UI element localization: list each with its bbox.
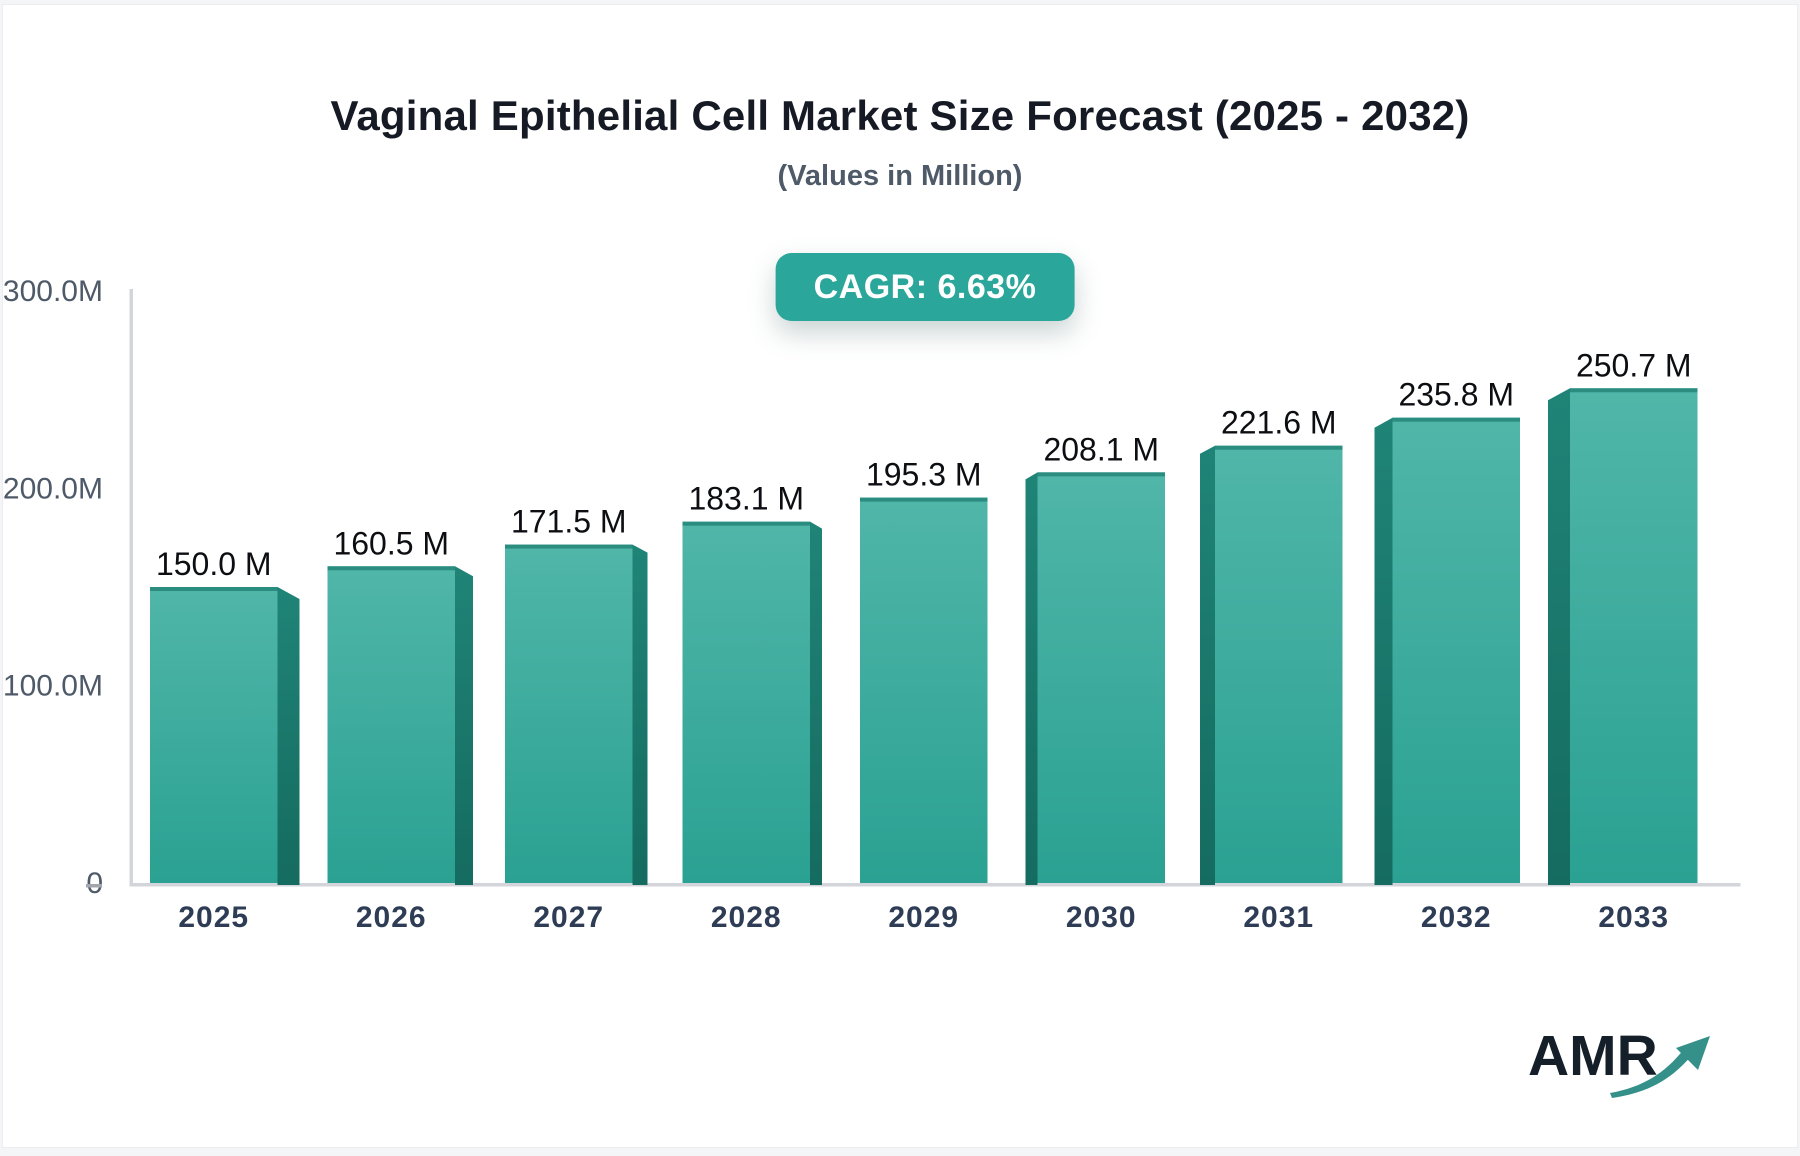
bar-2032: 235.8 M 2032 [1374,377,1520,934]
x-axis-tick-label: 2025 [178,901,249,934]
x-axis-tick-label: 2026 [356,901,427,934]
x-axis-line [129,883,1741,887]
growth-arrow-icon [1610,1036,1710,1098]
bar-value-label: 171.5 M [511,504,627,540]
bar-top-edge [1392,417,1520,422]
bar-top-edge [327,566,455,571]
bar-face [150,587,278,883]
bar-top-edge [150,587,278,591]
bar-face [1392,417,1520,883]
bar-bevel [1374,417,1393,885]
bar-face [327,566,455,883]
x-axis-tick-label: 2029 [888,901,959,934]
bar-bevel [810,521,822,885]
cagr-badge-label: CAGR: 6.63% [813,267,1037,306]
bar-2025: 150.0 M 2025 [150,546,300,934]
bar-value-label: 208.1 M [1043,431,1159,467]
chart-title: Vaginal Epithelial Cell Market Size Fore… [330,92,1470,139]
bar-face [1037,472,1165,883]
bar-2028: 183.1 M 2028 [682,481,822,934]
amr-logo-text: AMR [1528,1024,1658,1088]
bar-2033: 250.7 M 2033 [1548,347,1698,934]
y-axis-line [129,289,133,886]
bar-bevel [1200,445,1215,885]
bar-value-label: 150.0 M [156,546,272,582]
amr-logo: AMR [1528,1028,1738,1123]
cagr-badge: CAGR: 6.63% [775,253,1075,321]
bar-top-edge [1570,388,1698,393]
bar-top-edge [682,521,810,526]
bar-value-label: 183.1 M [688,481,804,517]
bar-value-label: 250.7 M [1576,347,1692,383]
bar-face [682,521,810,883]
y-axis-tick-label: 0 [86,867,103,900]
bar-bevel [1025,472,1038,885]
y-axis-zero-tick [86,884,102,888]
bar-2030: 208.1 M 2030 [1025,431,1165,934]
bar-value-label: 160.5 M [333,525,449,561]
bar-bevel [455,566,473,885]
bar-bevel [1548,388,1570,885]
x-axis-tick-label: 2030 [1066,901,1137,934]
x-axis-tick-label: 2032 [1421,901,1492,934]
bar-2029: 195.3 M 2029 [860,457,988,934]
bar-value-label: 221.6 M [1221,405,1337,441]
bar-2031: 221.6 M 2031 [1200,405,1343,934]
bar-value-label: 235.8 M [1398,377,1514,413]
y-axis-tick-label: 200.0M [3,472,103,505]
y-axis-tick-label: 300.0M [3,275,103,308]
bar-face [860,497,988,883]
bar-2027: 171.5 M 2027 [505,504,648,934]
bar-face [505,544,633,883]
y-axis-tick-label: 100.0M [3,670,103,703]
bar-face [1215,445,1343,883]
bar-top-edge [1037,472,1165,477]
bar-top-edge [1215,445,1343,450]
x-axis-tick-label: 2031 [1243,901,1314,934]
bar-top-edge [860,497,988,502]
x-axis-tick-label: 2027 [533,901,604,934]
bar-2026: 160.5 M 2026 [327,525,473,934]
bar-bevel [277,587,300,885]
bar-top-edge [505,544,633,549]
bar-face [1570,388,1698,883]
bar-bevel [632,544,648,885]
bar-value-label: 195.3 M [866,457,982,493]
chart-subtitle: (Values in Million) [777,160,1023,192]
x-axis-tick-label: 2033 [1598,901,1669,934]
x-axis-tick-label: 2028 [711,901,782,934]
